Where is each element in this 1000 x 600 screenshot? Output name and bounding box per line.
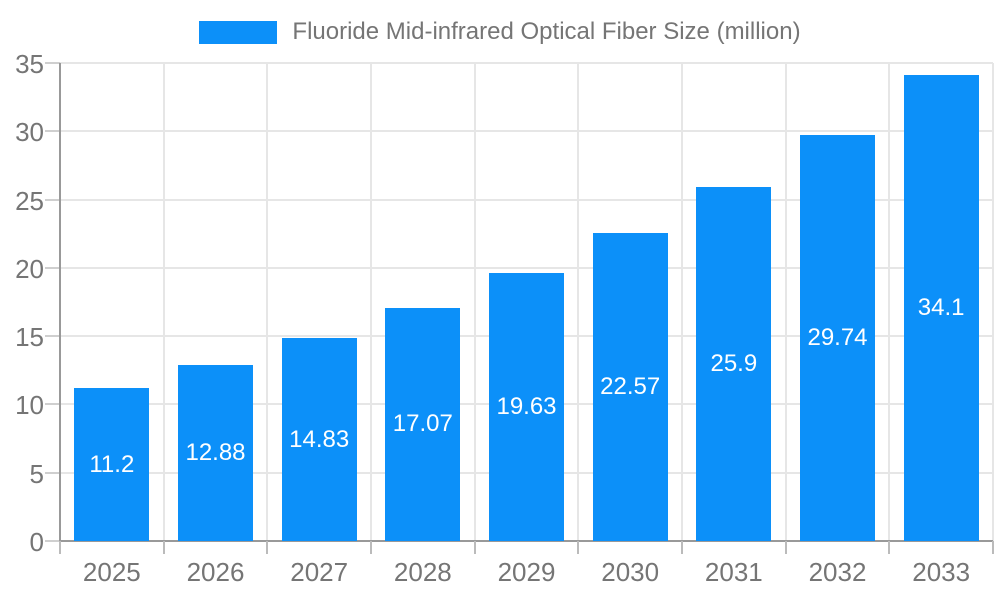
- bar[interactable]: [281, 338, 357, 541]
- gridline-vertical: [992, 63, 994, 541]
- bar-value-label: 29.74: [807, 323, 868, 351]
- y-axis-tick-label: 30: [15, 117, 44, 148]
- bar[interactable]: [178, 365, 253, 541]
- x-axis-tick-label: 2027: [290, 557, 349, 587]
- bar[interactable]: [903, 75, 979, 541]
- x-axis-tick: [992, 541, 994, 554]
- bar[interactable]: [696, 187, 772, 541]
- x-axis-tick-label: 2031: [704, 557, 763, 587]
- gridline-vertical: [162, 63, 165, 541]
- x-axis-tick-label: 2026: [186, 557, 245, 587]
- y-axis-tick-label: 20: [15, 253, 44, 284]
- x-axis-tick: [784, 541, 787, 554]
- x-axis-line: [60, 540, 993, 542]
- bar[interactable]: [800, 134, 875, 541]
- x-axis-tick-label: 2032: [808, 557, 867, 587]
- x-axis-tick: [162, 541, 165, 554]
- bar-value-label: 11.2: [89, 450, 135, 478]
- legend-swatch: [199, 20, 278, 44]
- y-axis-tick-label: 15: [15, 322, 44, 353]
- bar-value-label: 17.07: [392, 410, 453, 438]
- legend[interactable]: Fluoride Mid-infrared Optical Fiber Size…: [0, 14, 1000, 50]
- bar[interactable]: [592, 232, 668, 541]
- gridline-vertical: [473, 63, 476, 541]
- x-axis-tick: [370, 541, 372, 554]
- y-axis-tick: [45, 266, 60, 269]
- bar[interactable]: [74, 388, 150, 541]
- y-axis-tick: [45, 335, 60, 338]
- bar-value-label: 19.63: [496, 392, 557, 420]
- gridline-vertical: [266, 63, 269, 541]
- gridline-vertical: [888, 63, 891, 541]
- x-axis-tick-label: 2033: [912, 557, 971, 587]
- gridline-vertical: [577, 63, 580, 541]
- bar-value-label: 25.9: [710, 350, 758, 378]
- bar-value-label: 22.57: [600, 372, 661, 400]
- x-axis-tick: [681, 541, 683, 554]
- bar-value-label: 12.88: [185, 439, 246, 467]
- gridline-horizontal: [60, 62, 993, 64]
- gridline-horizontal: [60, 130, 993, 133]
- x-axis-tick: [59, 541, 61, 554]
- y-axis-tick: [45, 130, 60, 133]
- gridline-vertical: [370, 63, 372, 541]
- y-axis-tick-label: 10: [15, 390, 44, 421]
- legend-label: Fluoride Mid-infrared Optical Fiber Size…: [292, 18, 801, 45]
- x-axis-tick: [888, 541, 891, 554]
- x-axis-tick-label: 2028: [393, 557, 452, 587]
- bar-value-label: 14.83: [289, 425, 350, 453]
- y-axis-tick: [45, 198, 60, 201]
- gridline-vertical: [784, 63, 787, 541]
- y-axis-tick-label: 5: [29, 458, 44, 489]
- y-axis-tick: [45, 540, 60, 542]
- bar[interactable]: [489, 272, 564, 541]
- bar[interactable]: [385, 307, 461, 541]
- gridline-horizontal: [60, 198, 993, 201]
- y-axis-tick-label: 25: [15, 185, 44, 216]
- x-axis-tick: [577, 541, 580, 554]
- y-axis-line: [59, 63, 61, 541]
- y-axis-tick: [45, 62, 60, 64]
- y-axis-tick-label: 35: [15, 49, 44, 79]
- bar-value-label: 34.1: [917, 294, 965, 322]
- gridline-horizontal: [60, 266, 993, 269]
- x-axis-tick: [266, 541, 269, 554]
- x-axis-tick-label: 2029: [497, 557, 556, 587]
- x-axis-tick: [473, 541, 476, 554]
- y-axis-tick: [45, 403, 60, 406]
- y-axis-tick: [45, 471, 60, 474]
- gridline-vertical: [681, 63, 683, 541]
- x-axis-tick-label: 2025: [82, 557, 141, 587]
- x-axis-tick-label: 2030: [601, 557, 660, 587]
- y-axis-tick-label: 0: [29, 527, 44, 557]
